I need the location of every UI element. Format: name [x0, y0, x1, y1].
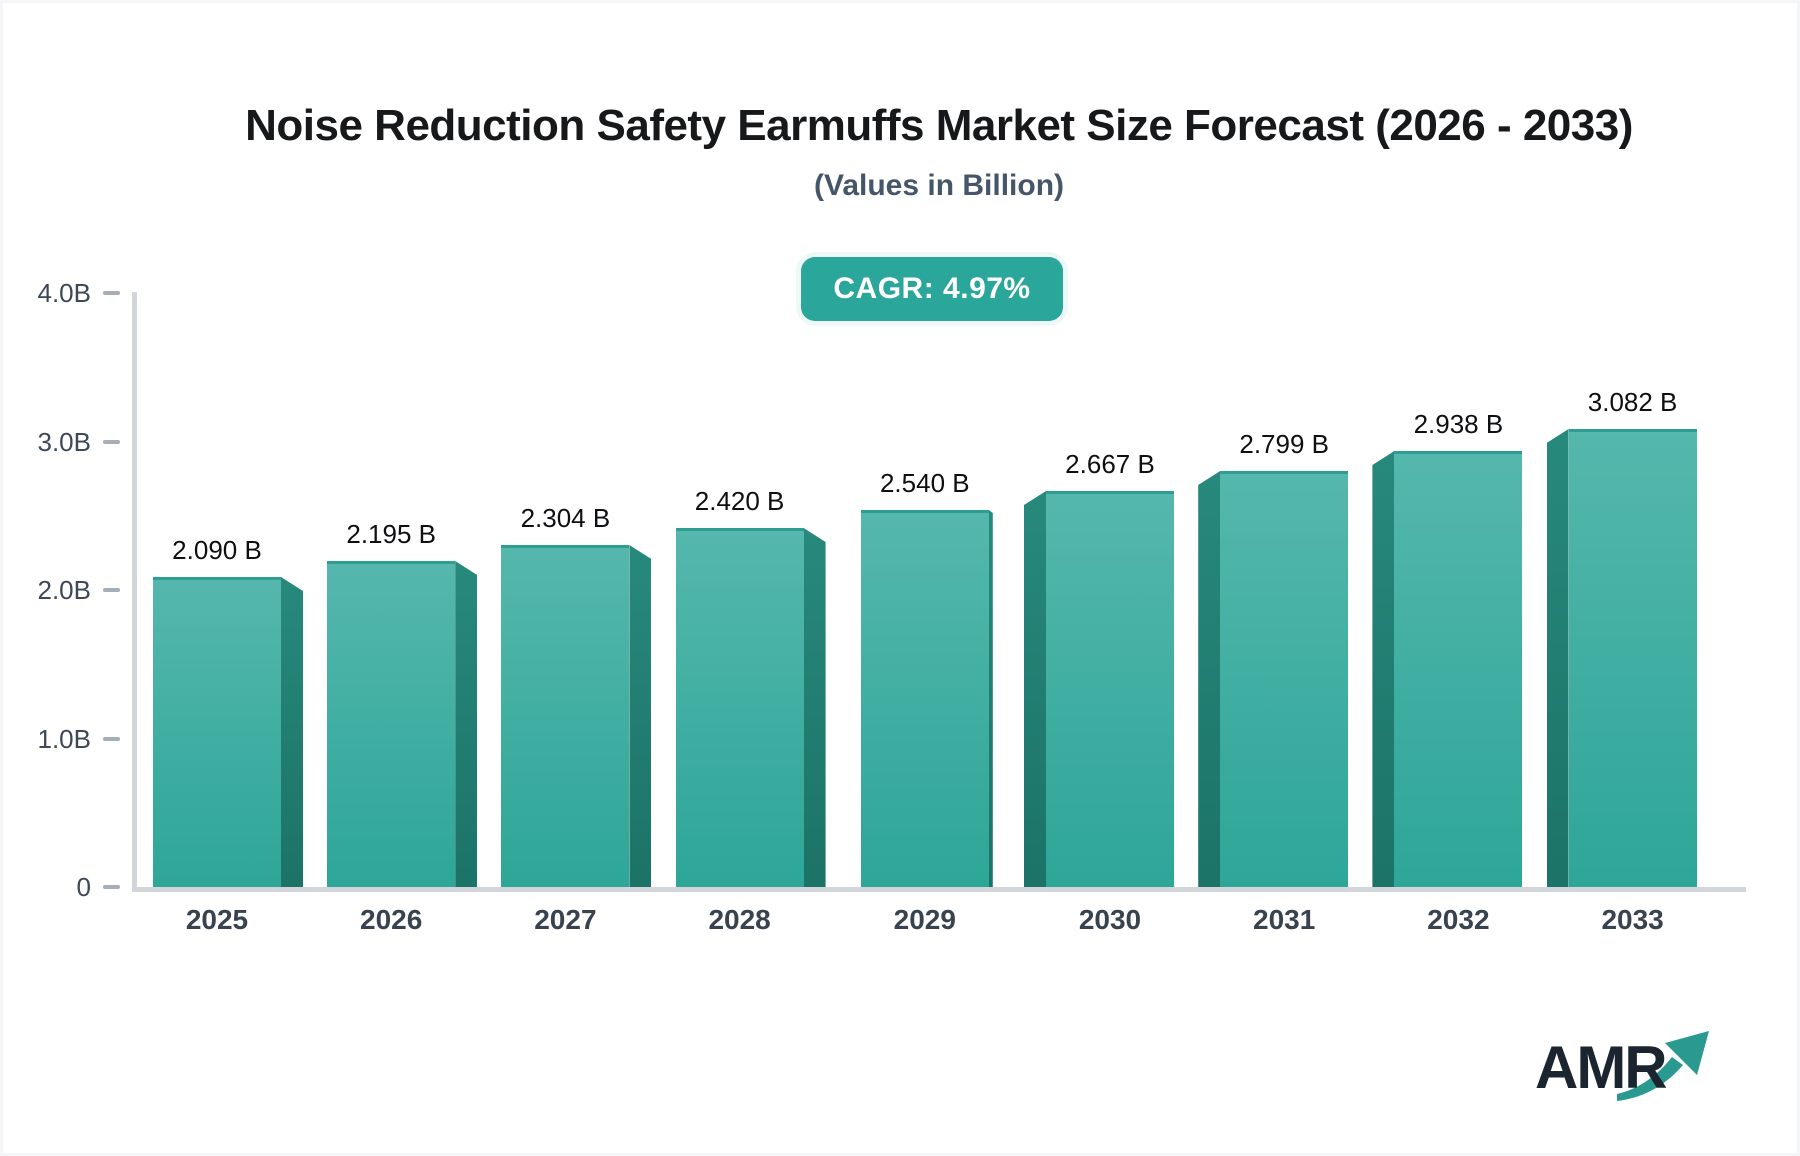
bar-2029 — [860, 510, 989, 887]
x-axis-line — [132, 887, 1746, 892]
bar-value-label: 3.082 B — [1587, 387, 1678, 417]
y-axis-tick-mark — [103, 885, 120, 889]
bar-side-face — [988, 510, 993, 887]
bar-value-label: 2.304 B — [520, 503, 611, 533]
x-axis-tick-label: 2025 — [185, 904, 249, 935]
bar-side-face — [803, 528, 826, 887]
y-axis-tick-label: 2.0B — [37, 575, 92, 605]
bar-2025 — [153, 577, 281, 887]
y-axis-line — [132, 292, 137, 892]
x-axis-tick-label: 2030 — [1078, 904, 1142, 935]
growth-arrow-icon — [1617, 1031, 1709, 1101]
bar-side-face — [281, 577, 303, 887]
y-axis-tick-label: 0 — [76, 872, 91, 902]
x-axis-tick-label: 2031 — [1253, 904, 1316, 935]
bar-side-face — [1372, 451, 1395, 887]
y-axis-tick-mark — [103, 588, 120, 592]
bar-2026 — [327, 561, 456, 887]
bar-side-face — [1546, 429, 1569, 887]
bar-2033 — [1568, 429, 1697, 887]
amr-logo-text: AMR — [1535, 1034, 1668, 1101]
y-axis-tick-mark — [103, 291, 120, 295]
bar-value-label: 2.540 B — [879, 468, 970, 498]
bar-value-label: 2.799 B — [1239, 429, 1329, 459]
y-axis-tick-mark — [103, 736, 120, 741]
bar-side-face — [1198, 471, 1221, 887]
bar-2028 — [675, 528, 804, 887]
x-axis-tick-label: 2026 — [360, 904, 423, 935]
bar-value-label: 2.195 B — [346, 519, 436, 549]
chart-subtitle: (Values in Billion) — [813, 169, 1065, 202]
y-axis-tick-mark — [103, 439, 120, 444]
plot-area: 0 1.0B 2.0B 3.0B 4.0B 2.090 B 2025 2.195 B 2026 2… — [3, 3, 1797, 1153]
bar-2027 — [501, 545, 630, 887]
bar-side-face — [455, 561, 478, 887]
x-axis-tick-label: 2032 — [1427, 904, 1490, 935]
bar-2032 — [1394, 451, 1523, 887]
bar-value-label: 2.667 B — [1065, 449, 1155, 479]
x-axis-tick-label: 2028 — [708, 904, 771, 935]
chart-title: Noise Reduction Safety Earmuffs Market S… — [245, 101, 1633, 150]
x-axis-tick-label: 2027 — [534, 904, 597, 935]
y-axis-tick-label: 3.0B — [37, 426, 92, 457]
y-axis-tick-label: 4.0B — [37, 278, 92, 308]
bar-value-label: 2.090 B — [172, 535, 262, 565]
bar-2030 — [1046, 491, 1174, 887]
x-axis-tick-label: 2029 — [893, 904, 956, 935]
bar-side-face — [1024, 491, 1046, 887]
bar-2031 — [1220, 471, 1349, 887]
amr-logo: AMR — [1535, 1031, 1765, 1123]
bar-side-face — [629, 545, 652, 887]
y-axis-tick-label: 1.0B — [37, 723, 92, 754]
bar-value-label: 2.938 B — [1413, 409, 1504, 439]
bar-value-label: 2.420 B — [694, 486, 785, 516]
cagr-badge: CAGR: 4.97% — [801, 257, 1063, 321]
x-axis-tick-label: 2033 — [1601, 904, 1664, 935]
